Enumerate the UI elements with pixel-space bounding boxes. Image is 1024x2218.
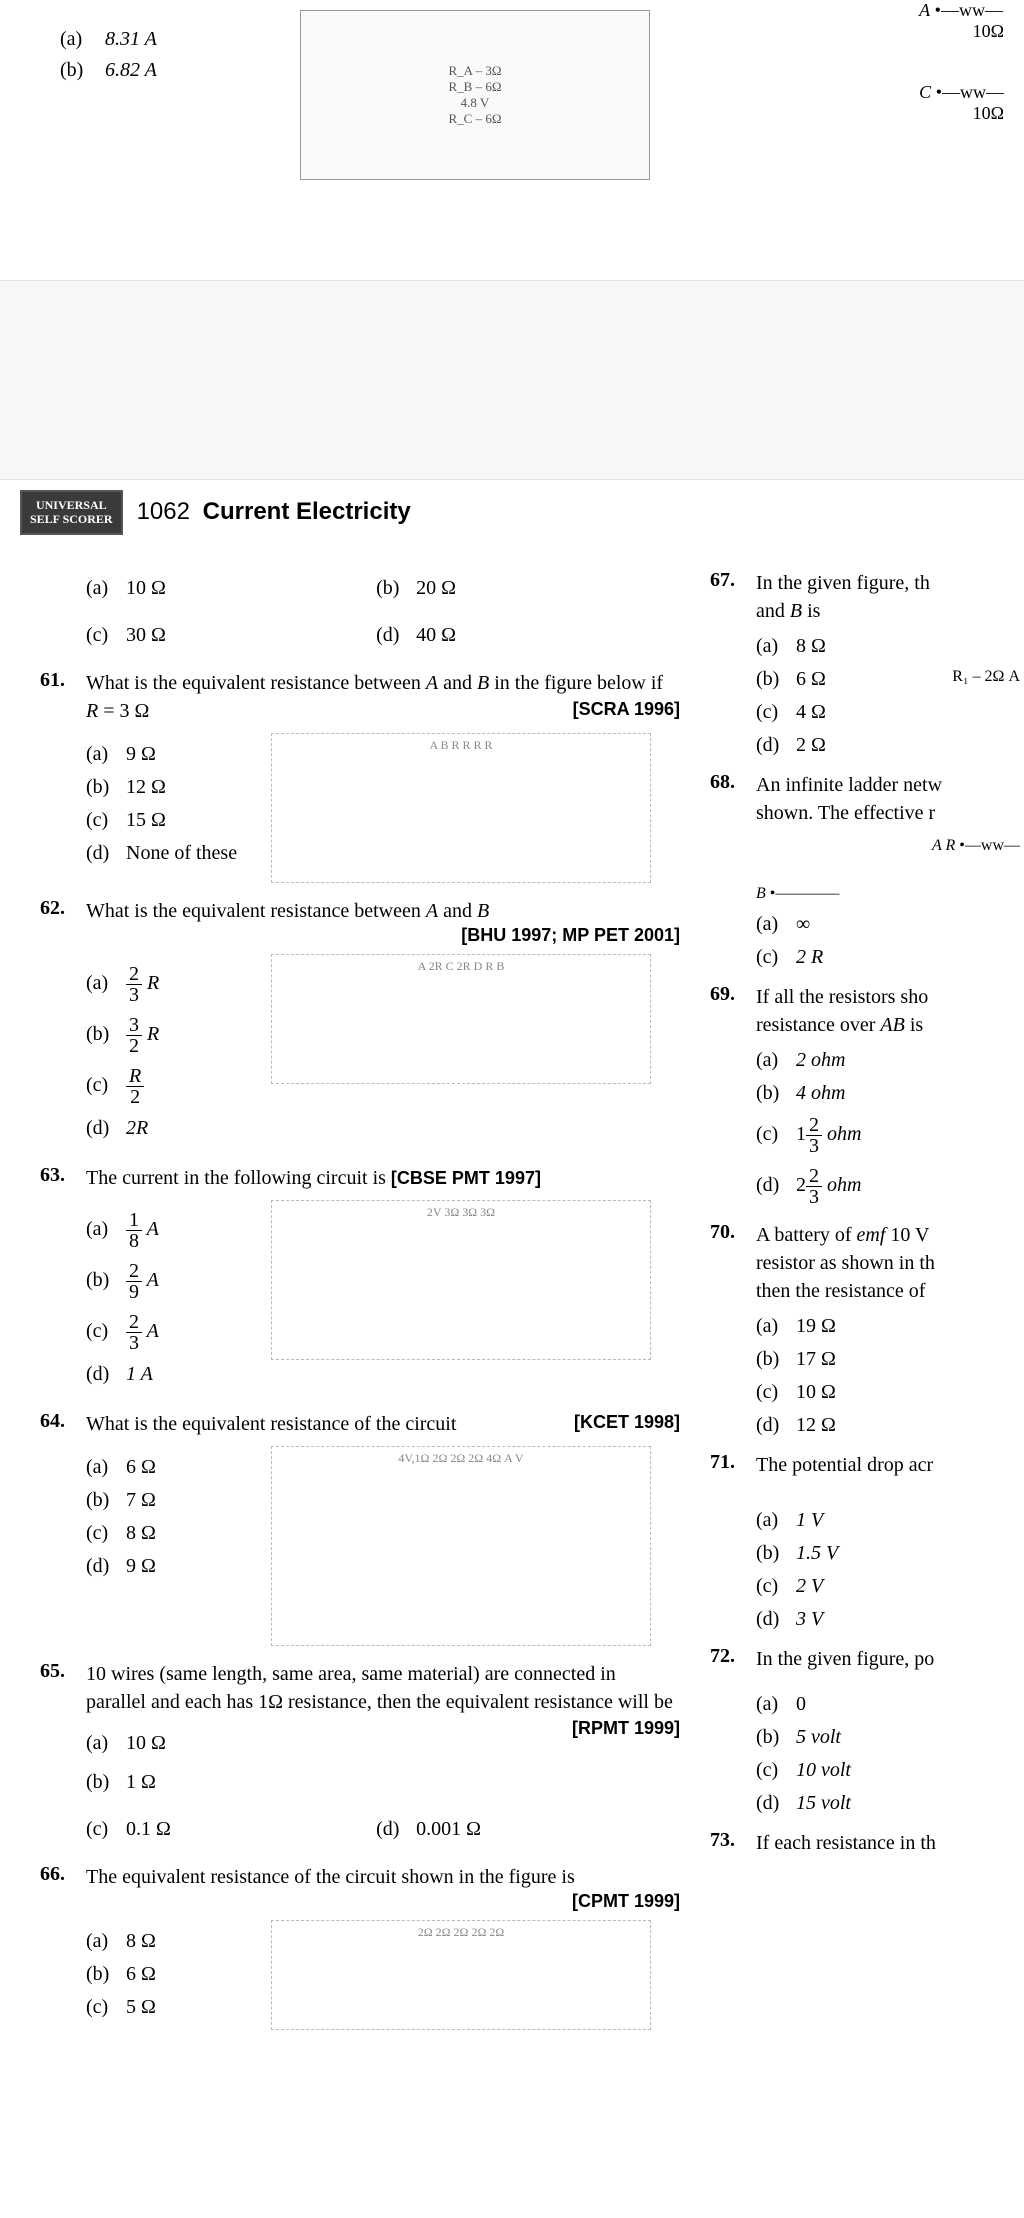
q67-opts: (a)8 Ω (b)6 Ω R₁ – 2Ω A (c)4 Ω (d)2 Ω [756,635,1020,757]
q61: 61. What is the equivalent resistance be… [40,669,680,883]
q-text: In the given figure, po [756,1645,1020,1673]
q-text: What is the equivalent resistance of the… [86,1410,680,1438]
q-src: [SCRA 1996] [573,697,680,722]
q-text: A battery of emf 10 V resistor as shown … [756,1221,1020,1305]
q-num: 61. [40,669,80,692]
q71-opts: (a)1 V (b)1.5 V (c)2 V (d)3 V [756,1509,1020,1631]
q-num: 71. [710,1451,750,1474]
opt-text: 6.82 A [105,59,157,81]
left-column: (a)10 Ω (b)20 Ω (c)30 Ω (d)40 Ω 61. What… [40,555,700,2044]
side-fragment: A •—ᴡᴡ— 10Ω C •—ᴡᴡ— 10Ω [919,0,1004,124]
q60-opts: (a)10 Ω (b)20 Ω (c)30 Ω (d)40 Ω [40,569,680,655]
side-c: C [919,82,931,102]
q-src: [KCET 1998] [574,1410,680,1435]
q63: 63. The current in the following circuit… [40,1164,680,1396]
q68-diag: A R •—ᴡᴡ— [756,837,1020,855]
q60-d: (d)40 Ω [376,624,661,647]
q-text: If all the resistors sho resistance over… [756,983,1020,1039]
badge-l1: UNIVERSAL [30,498,113,512]
q61-circuit: A B R R R R [271,733,651,883]
q-num: 70. [710,1221,750,1244]
q61-opts: (a)9 Ω (b)12 Ω (c)15 Ω (d)None of these [86,733,266,875]
q-src: [CBSE PMT 1997] [391,1168,541,1188]
q-num: 69. [710,983,750,1006]
q60-b: (b)20 Ω [376,577,661,600]
circuit-v: 4.8 V [448,95,501,111]
q62-opts: (a)23 R (b)32 R (c)R2 (d)2R [86,954,266,1150]
q66: 66. The equivalent resistance of the cir… [40,1863,680,2030]
q69-opts: (a)2 ohm (b)4 ohm (c)123 ohm (d)223 ohm [756,1049,1020,1207]
q63-circuit: 2V 3Ω 3Ω 3Ω [271,1200,651,1360]
page-number: 1062 [137,498,190,525]
q63-opts: (a)18 A (b)29 A (c)23 A (d)1 A [86,1200,266,1396]
q-text: If each resistance in th [756,1829,1020,1857]
q-num: 65. [40,1660,80,1683]
q-src: [RPMT 1999] [572,1716,680,1741]
chapter-header: UNIVERSAL SELF SCORER 1062 Current Elect… [0,480,1024,545]
circuit-rc: R_C – 6Ω [448,111,501,127]
q-src: [CPMT 1999] [86,1891,680,1912]
right-column: 67. In the given figure, th and B is (a)… [700,555,1020,2044]
q-num: 64. [40,1410,80,1433]
side-a: A [919,0,930,20]
badge-l2: SELF SCORER [30,512,113,526]
q62: 62. What is the equivalent resistance be… [40,897,680,1150]
opt-label: (b) [60,59,100,82]
q-num: 73. [710,1829,750,1852]
q67-side: R₁ – 2Ω A [952,668,1020,686]
q-src: [BHU 1997; MP PET 2001] [86,925,680,946]
content-columns: (a)10 Ω (b)20 Ω (c)30 Ω (d)40 Ω 61. What… [0,545,1024,2064]
q-text: The potential drop acr [756,1451,1020,1479]
q69: 69. If all the resistors sho resistance … [710,983,1020,1207]
circuit-ra: R_A – 3Ω [448,63,501,79]
q-num: 72. [710,1645,750,1668]
q68: 68. An infinite ladder netw shown. The e… [710,771,1020,969]
q60-c: (c)30 Ω [86,624,371,647]
q70: 70. A battery of emf 10 V resistor as sh… [710,1221,1020,1437]
q67: 67. In the given figure, th and B is (a)… [710,569,1020,757]
q64-opts: (a)6 Ω (b)7 Ω (c)8 Ω (d)9 Ω [86,1446,266,1588]
chapter-title: 1062 Current Electricity [137,498,411,526]
q64-circuit: 4V,1Ω 2Ω 2Ω 2Ω 4Ω A V [271,1446,651,1646]
side-r1: 10Ω [919,21,1004,42]
q-text: An infinite ladder netw shown. The effec… [756,771,1020,827]
q-text: The equivalent resistance of the circuit… [86,1863,680,1891]
q64: 64. What is the equivalent resistance of… [40,1410,680,1646]
q-num: 63. [40,1164,80,1187]
opt-text: 8.31 A [105,28,157,50]
q-text: The current in the following circuit is … [86,1164,680,1192]
q-text: What is the equivalent resistance betwee… [86,669,680,725]
q72-opts: (a)0 (b)5 volt (c)10 volt (d)15 volt [756,1693,1020,1815]
q72: 72. In the given figure, po (a)0 (b)5 vo… [710,1645,1020,1815]
q60-a: (a)10 Ω [86,577,371,600]
q-num: 68. [710,771,750,794]
q-text: What is the equivalent resistance betwee… [86,897,680,925]
triangle-circuit: R_A – 3Ω R_B – 6Ω 4.8 V R_C – 6Ω [300,10,650,180]
q66-opts: (a)8 Ω (b)6 Ω (c)5 Ω [86,1920,266,2029]
q-text: In the given figure, th and B is [756,569,1020,625]
top-fragment: (a) 8.31 A (b) 6.82 A R_A – 3Ω R_B – 6Ω … [0,0,1024,280]
q68-opts: (a)∞ (c)2 R [756,913,1020,969]
side-r2: 10Ω [919,103,1004,124]
q65: 65. 10 wires (same length, same area, sa… [40,1660,680,1849]
q70-opts: (a)19 Ω (b)17 Ω (c)10 Ω (d)12 Ω [756,1315,1020,1437]
q73: 73. If each resistance in th [710,1829,1020,1857]
opt-label: (a) [60,28,100,51]
chapter-name: Current Electricity [203,498,411,525]
q-num: 66. [40,1863,80,1886]
q68-b: B [756,885,766,902]
q-num: 62. [40,897,80,920]
page-gap [0,280,1024,480]
q66-circuit: 2Ω 2Ω 2Ω 2Ω 2Ω [271,1920,651,2030]
circuit-rb: R_B – 6Ω [448,79,501,95]
q-text: 10 wires (same length, same area, same m… [86,1660,680,1716]
q71: 71. The potential drop acr (a)1 V (b)1.5… [710,1451,1020,1631]
scorer-badge: UNIVERSAL SELF SCORER [20,490,123,535]
q62-circuit: A 2R C 2R D R B [271,954,651,1084]
q-num: 67. [710,569,750,592]
